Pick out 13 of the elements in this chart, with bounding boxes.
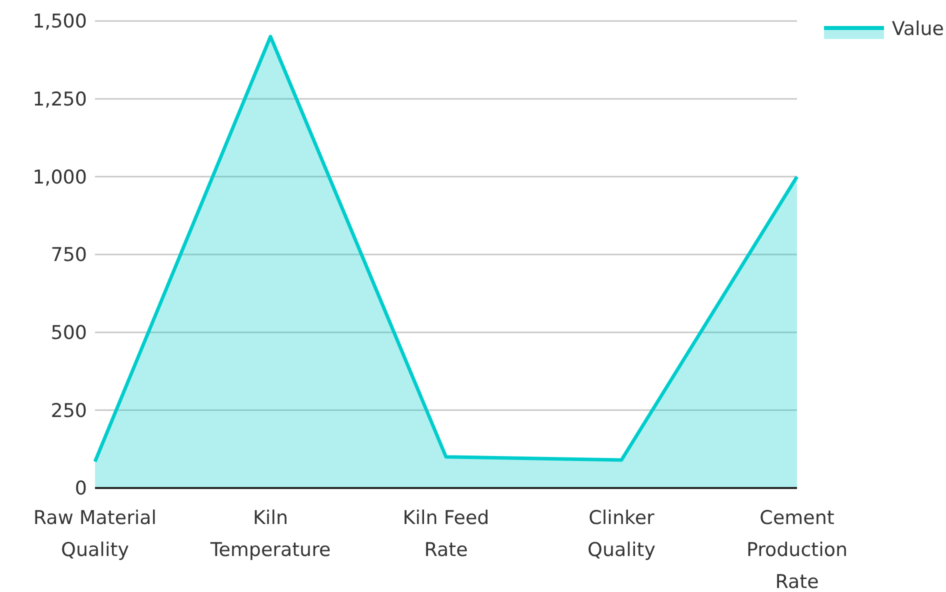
legend-label: Value bbox=[892, 18, 944, 40]
x-tick-label: Kiln Feed Rate bbox=[402, 507, 490, 561]
y-tick-label: 750 bbox=[50, 244, 87, 266]
y-tick-label: 1,000 bbox=[32, 166, 87, 188]
x-tick-label: Kiln Temperature bbox=[209, 507, 331, 561]
x-tick-label: Clinker Quality bbox=[588, 507, 656, 561]
x-tick-label: Cement Production Rate bbox=[746, 507, 848, 592]
y-tick-label: 500 bbox=[50, 322, 87, 344]
y-tick-label: 1,250 bbox=[32, 88, 87, 111]
y-tick-label: 250 bbox=[50, 400, 87, 422]
y-tick-label: 1,500 bbox=[32, 10, 87, 33]
x-tick-label: Raw Material Quality bbox=[33, 507, 157, 561]
y-tick-label: 0 bbox=[74, 478, 87, 500]
